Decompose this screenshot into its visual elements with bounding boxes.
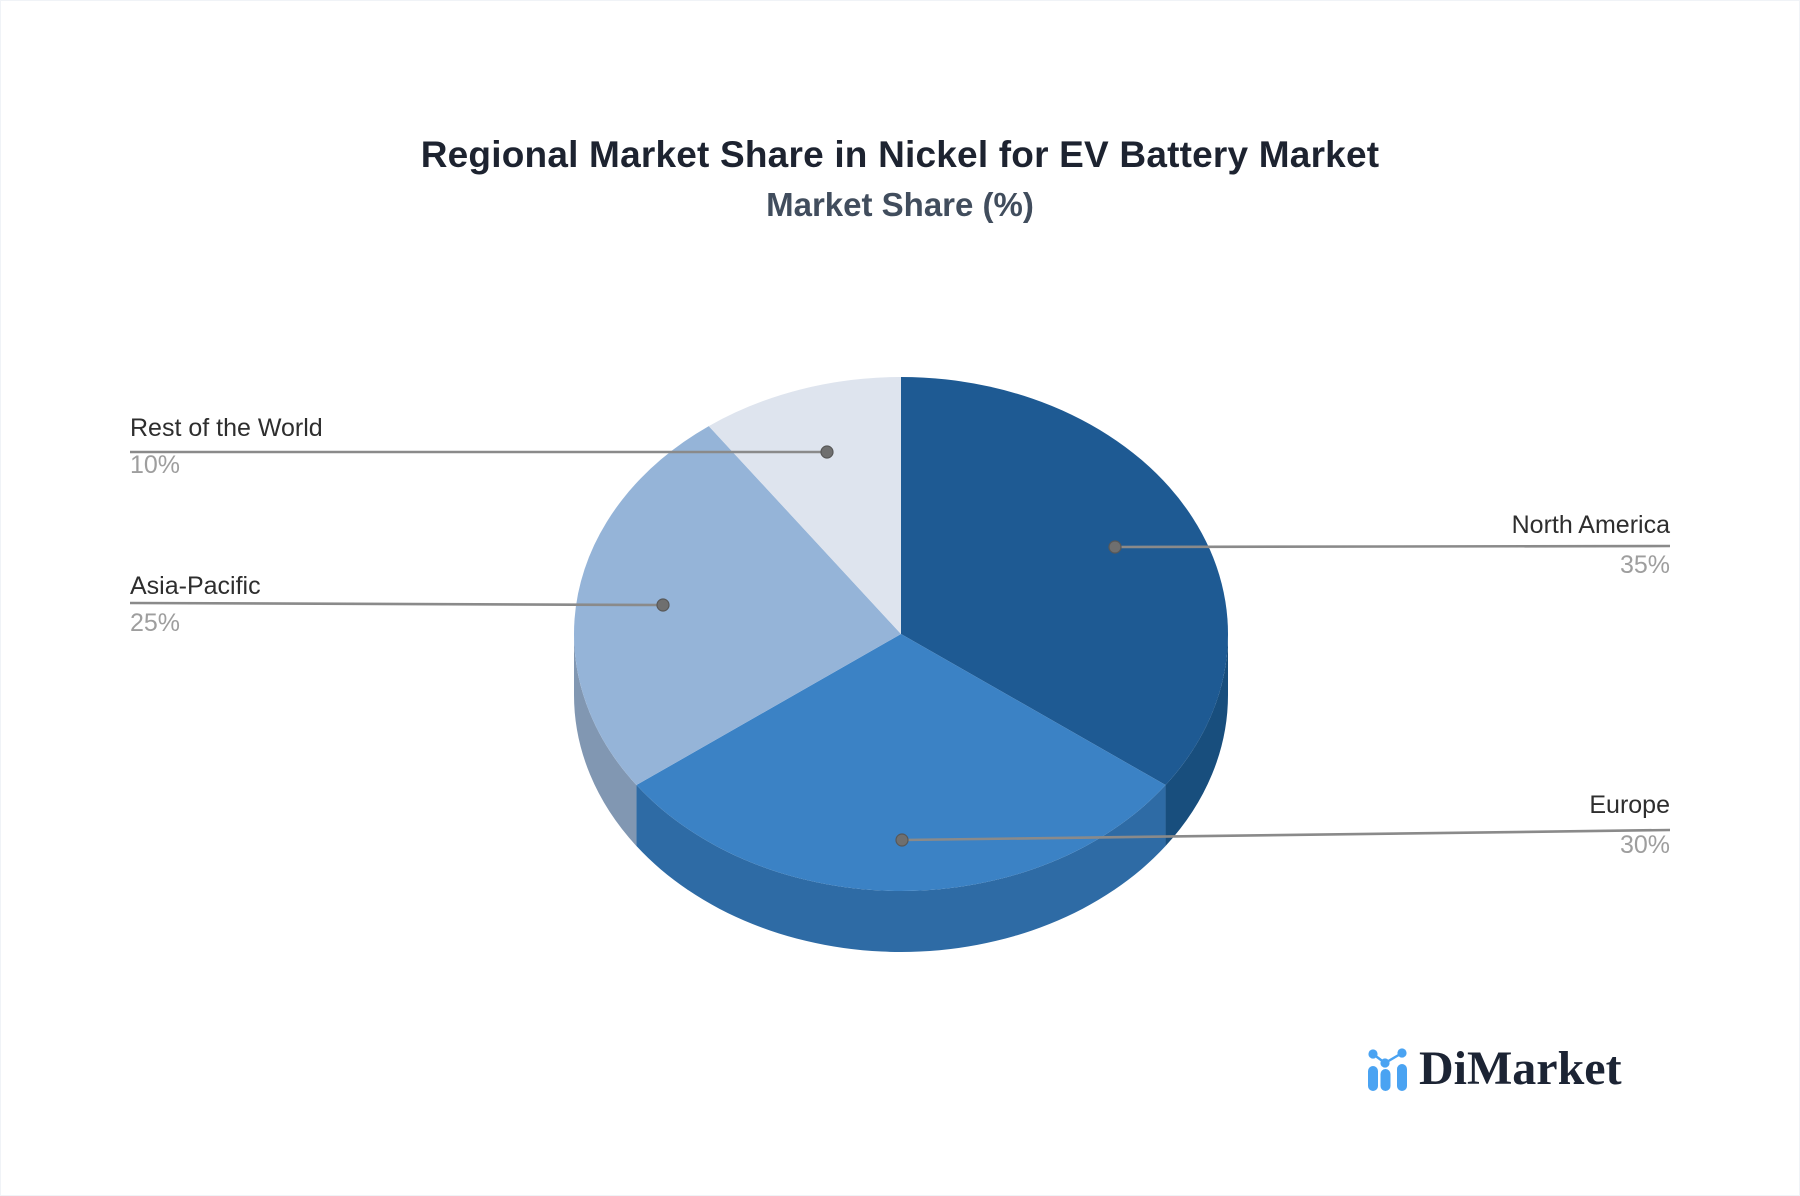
leader-dot-europe — [895, 833, 909, 847]
value-asia-pacific: 25% — [130, 609, 181, 637]
pie-slice-asia-pacific-side — [574, 634, 637, 847]
dimarket-logo-text: DiMarket — [1419, 1042, 1622, 1095]
pie-slice-europe-side — [636, 785, 1166, 953]
bar-chart-icon — [1368, 1048, 1407, 1091]
pie-slice-north-america-side — [1165, 634, 1228, 847]
pie-slice-rest-of-the-world[interactable] — [708, 377, 901, 634]
chart-title: Regional Market Share in Nickel for EV B… — [420, 134, 1380, 175]
leader-line-europe — [901, 828, 1671, 842]
label-rest-of-the-world: Rest of the World — [130, 414, 323, 442]
leader-dot-asia-pacific — [656, 598, 670, 612]
pie-slice-asia-pacific[interactable] — [574, 426, 901, 786]
value-rest-of-the-world: 10% — [130, 451, 181, 479]
value-europe: 30% — [1619, 831, 1670, 859]
label-north-america: North America — [1511, 511, 1670, 539]
label-asia-pacific: Asia-Pacific — [130, 572, 261, 600]
chart-subtitle: Market Share (%) — [766, 186, 1034, 223]
label-europe: Europe — [1589, 791, 1670, 819]
leader-line-asia-pacific — [129, 601, 664, 607]
leader-line-north-america — [1114, 544, 1671, 549]
pie-slice-north-america[interactable] — [901, 377, 1228, 786]
pie-slice-europe[interactable] — [636, 634, 1166, 892]
leader-dot-rest-of-the-world — [820, 445, 834, 459]
leader-dot-north-america — [1108, 540, 1122, 554]
value-north-america: 35% — [1619, 551, 1670, 579]
